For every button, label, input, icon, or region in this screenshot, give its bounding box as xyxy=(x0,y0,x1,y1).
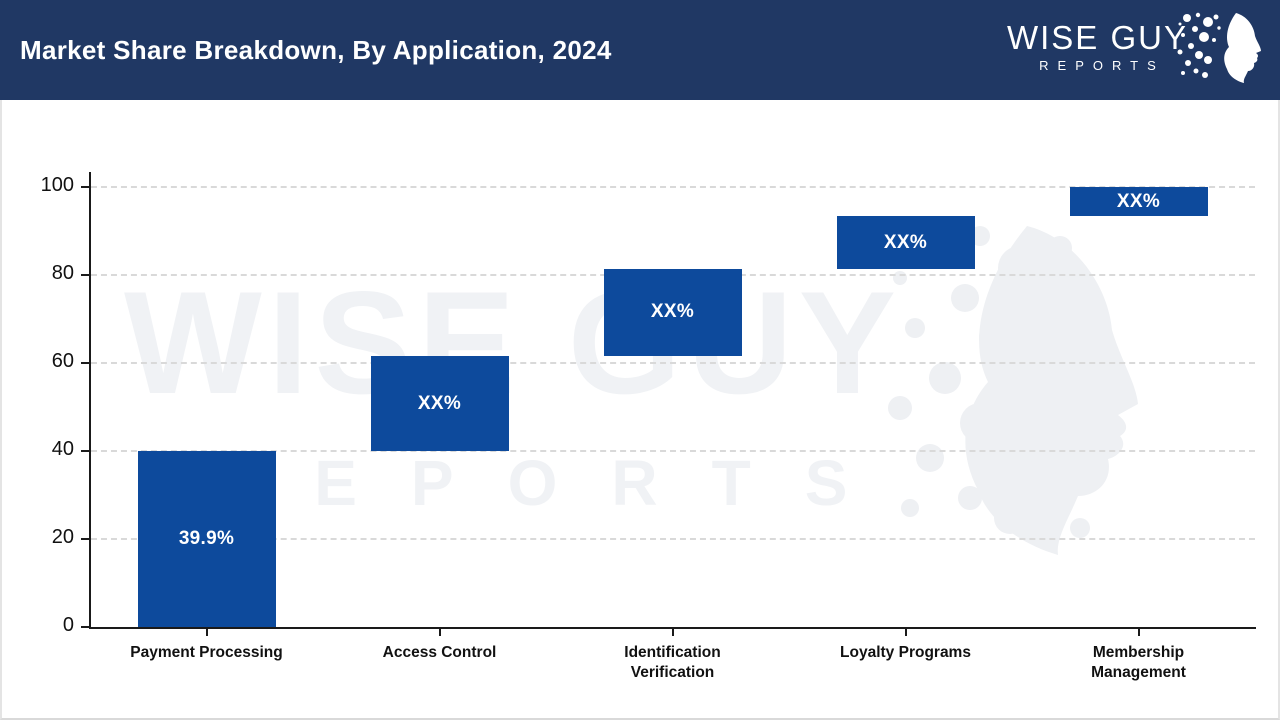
x-category-label: Membership Management xyxy=(1091,644,1186,681)
waterfall-bar: XX% xyxy=(603,268,742,356)
waterfall-bar: 39.9% xyxy=(137,451,276,627)
bar-value-label: XX% xyxy=(1116,190,1161,212)
y-axis-line xyxy=(89,172,91,629)
x-tick-mark xyxy=(205,627,208,636)
y-tick-label: 0 xyxy=(62,614,74,636)
waterfall-bar: XX% xyxy=(836,216,975,269)
watermark-wordmark: WISE GUY xyxy=(124,261,903,424)
y-tick-label: 80 xyxy=(51,262,74,284)
x-tick-mark xyxy=(1137,627,1140,636)
logo-subtitle: REPORTS xyxy=(1039,58,1165,73)
y-tick-label: 100 xyxy=(40,174,74,196)
y-gridline xyxy=(91,362,1255,364)
wiseguy-logo: WISE GUY REPORTS xyxy=(1007,8,1266,86)
y-tick-label: 20 xyxy=(51,526,74,548)
waterfall-bar: XX% xyxy=(370,355,509,452)
x-category-label: Payment Processing xyxy=(130,644,283,661)
y-gridline xyxy=(91,538,1255,540)
x-tick-mark xyxy=(671,627,674,636)
x-category-label: Access Control xyxy=(382,644,497,661)
bar-value-label: XX% xyxy=(883,231,928,253)
x-category-label: Loyalty Programs xyxy=(840,644,971,661)
logo-wordmark: WISE GUY xyxy=(1006,19,1188,56)
x-category-label: Identification Verification xyxy=(624,644,721,681)
y-tick-label: 60 xyxy=(51,350,74,372)
logo-text: WISE GUY REPORTS xyxy=(1007,20,1188,74)
x-axis-line xyxy=(89,627,1256,629)
header: Market Share Breakdown, By Application, … xyxy=(0,0,1280,100)
bar-value-label: 39.9% xyxy=(178,528,235,550)
bar-value-label: XX% xyxy=(417,392,462,414)
y-gridline xyxy=(91,186,1255,188)
chart-area: WISE GUY REPORTS 0 20 40 60 80 100 39.9% Paymen… xyxy=(2,100,1278,716)
y-tick-mark xyxy=(81,626,90,628)
waterfall-bar: XX% xyxy=(1069,187,1208,217)
logo-face-icon xyxy=(1177,12,1261,83)
y-gridline xyxy=(91,450,1255,452)
watermark-face-icon xyxy=(888,226,1138,555)
y-tick-label: 40 xyxy=(51,438,74,460)
y-tick-mark xyxy=(81,538,90,540)
watermark-subtitle: REPORTS xyxy=(214,447,902,519)
x-tick-mark xyxy=(438,627,441,636)
y-tick-mark xyxy=(81,362,90,364)
y-tick-mark xyxy=(81,450,90,452)
page-title: Market Share Breakdown, By Application, … xyxy=(20,34,612,65)
y-tick-mark xyxy=(81,274,90,276)
y-tick-mark xyxy=(81,186,90,188)
bar-value-label: XX% xyxy=(650,301,695,323)
x-tick-mark xyxy=(904,627,907,636)
